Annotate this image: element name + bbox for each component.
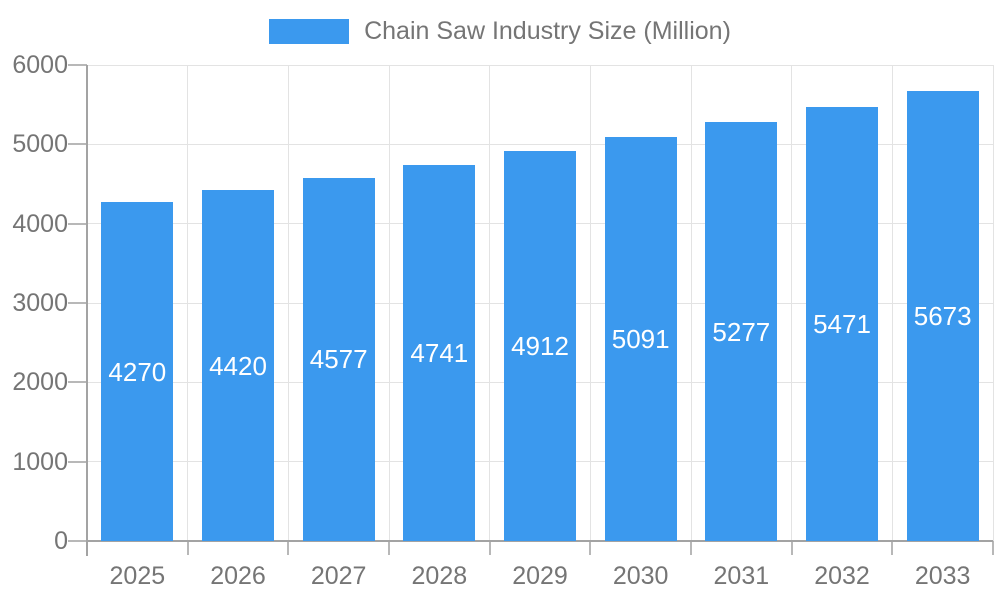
x-axis-tick [589, 541, 592, 555]
bar[interactable] [504, 151, 576, 541]
bar[interactable] [101, 202, 174, 541]
x-axis-label: 2031 [713, 562, 770, 590]
y-axis-label: 5000 [12, 130, 68, 159]
legend[interactable]: Chain Saw Industry Size (Million) [0, 18, 1000, 45]
x-axis-label: 2028 [411, 562, 468, 590]
x-axis-tick [790, 541, 793, 555]
x-axis-tick [891, 541, 894, 555]
y-axis-label: 1000 [12, 447, 68, 476]
x-axis-tick [388, 541, 390, 555]
bar[interactable] [302, 177, 375, 541]
bar[interactable] [705, 122, 778, 541]
x-axis-label: 2032 [814, 562, 870, 590]
gridline-vertical [589, 65, 591, 541]
x-axis-line [87, 540, 993, 542]
gridline-vertical [287, 65, 289, 541]
x-axis-label: 2030 [612, 562, 669, 590]
gridline-vertical [690, 65, 692, 541]
y-axis-tick [68, 381, 87, 384]
gridline-vertical [992, 65, 994, 541]
y-axis-tick [68, 143, 87, 146]
x-axis-label: 2029 [512, 562, 568, 590]
bar[interactable] [806, 106, 878, 541]
gridline-horizontal [87, 64, 993, 66]
gridline-horizontal [87, 143, 993, 145]
y-axis-tick [68, 540, 87, 542]
y-axis-tick [68, 302, 87, 304]
gridline-vertical [187, 65, 189, 541]
bar-value-label: 5673 [913, 300, 972, 331]
x-axis-tick [287, 541, 290, 555]
x-axis-tick [690, 541, 692, 555]
gridline-vertical [791, 65, 793, 541]
bar-value-label: 5471 [813, 308, 871, 339]
y-axis-label: 4000 [12, 209, 68, 238]
x-axis-tick [488, 541, 491, 555]
bar-value-label: 4420 [209, 350, 267, 381]
gridline-vertical [388, 65, 390, 541]
bar[interactable] [604, 137, 677, 541]
bar-value-label: 5091 [611, 324, 670, 355]
x-axis-label: 2027 [310, 562, 367, 590]
y-axis-label: 0 [54, 527, 68, 555]
y-axis-tick [68, 64, 87, 66]
legend-swatch-icon [269, 19, 350, 44]
y-axis-label: 6000 [12, 51, 68, 79]
legend-label: Chain Saw Industry Size (Million) [364, 17, 731, 45]
x-axis-label: 2025 [109, 562, 166, 590]
bar-value-label: 5277 [712, 316, 771, 347]
y-axis-tick [68, 222, 87, 225]
bar-value-label: 4912 [511, 331, 569, 362]
gridline-vertical [891, 65, 893, 541]
x-axis-tick [992, 541, 994, 555]
y-axis-line [86, 65, 88, 556]
y-axis-label: 3000 [12, 289, 68, 317]
bar-value-label: 4741 [410, 337, 469, 368]
bar-value-label: 4577 [309, 344, 368, 375]
x-axis-tick [186, 541, 189, 555]
bar[interactable] [202, 190, 274, 541]
gridline-vertical [489, 65, 491, 541]
x-axis-label: 2026 [210, 562, 266, 590]
y-axis-tick [68, 460, 87, 463]
bar-value-label: 4270 [108, 356, 167, 387]
x-axis-label: 2033 [914, 562, 971, 590]
y-axis-label: 2000 [12, 368, 68, 397]
bar[interactable] [403, 164, 476, 541]
bar[interactable] [906, 90, 979, 541]
